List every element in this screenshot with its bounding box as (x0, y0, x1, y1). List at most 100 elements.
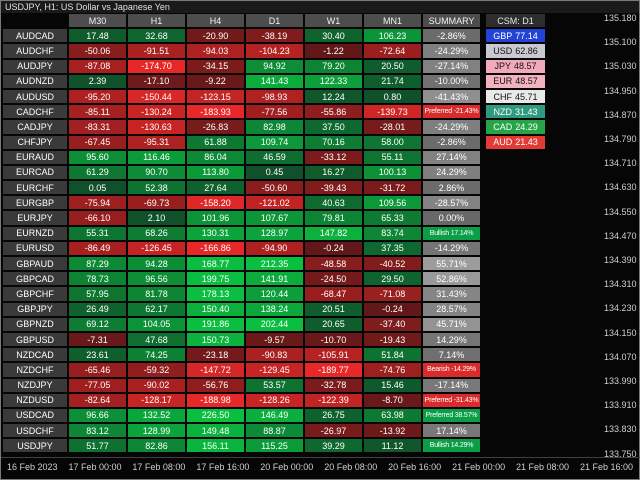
value-cell: -105.91 (305, 348, 362, 362)
summary-cell: Bullish 14.29% (423, 439, 480, 453)
csm-currency-code: CHF (493, 91, 512, 102)
pair-cell-audchf[interactable]: AUDCHF (3, 44, 67, 58)
pair-cell-gbpjpy[interactable]: GBPJPY (3, 302, 67, 316)
value-cell: 20.51 (305, 302, 362, 316)
summary-cell: -2.86% (423, 135, 480, 149)
pair-cell-usdcad[interactable]: USDCAD (3, 408, 67, 423)
value-cell: -26.83 (187, 120, 244, 134)
pair-cell-nzdjpy[interactable]: NZDJPY (3, 378, 67, 392)
value-cell: 74.25 (128, 348, 185, 362)
table-row: NZDUSD -82.64 -128.17 -188.98 -128.26 -122.39… (3, 393, 482, 409)
table-row: GBPAUD 87.29 94.28 168.77 212.35 -48.58 -40.52… (3, 257, 482, 272)
time-axis-label: 20 Feb 16:00 (388, 462, 442, 472)
value-cell: -91.51 (128, 44, 185, 58)
pair-cell-cadjpy[interactable]: CADJPY (3, 120, 67, 134)
pair-cell-audcad[interactable]: AUDCAD (3, 29, 67, 43)
value-cell: -85.11 (69, 105, 126, 119)
csm-item-gbp: GBP 77.14 (486, 29, 545, 43)
pair-cell-euraud[interactable]: EURAUD (3, 150, 67, 164)
pair-cell-usdchf[interactable]: USDCHF (3, 424, 67, 438)
value-cell: 138.24 (246, 302, 303, 316)
time-axis-label: 20 Feb 00:00 (260, 462, 314, 472)
value-cell: 55.31 (69, 226, 126, 240)
table-row: CADCHF -85.11 -130.24 -183.93 -77.56 -55.86 -1… (3, 105, 482, 120)
column-header-d1[interactable]: D1 (246, 14, 303, 28)
value-cell: -0.24 (364, 302, 421, 316)
pair-cell-eurjpy[interactable]: EURJPY (3, 211, 67, 225)
pair-cell-gbpchf[interactable]: GBPCHF (3, 287, 67, 301)
summary-cell: 27.14% (423, 150, 480, 164)
pair-cell-cadchf[interactable]: CADCHF (3, 105, 67, 119)
column-header-w1[interactable]: W1 (305, 14, 362, 28)
summary-cell: -17.14% (423, 378, 480, 392)
value-cell: -94.03 (187, 44, 244, 58)
pair-cell-chfjpy[interactable]: CHFJPY (3, 135, 67, 149)
value-cell: -158.20 (187, 196, 244, 210)
value-cell: 95.60 (69, 150, 126, 164)
pair-cell-audjpy[interactable]: AUDJPY (3, 59, 67, 73)
csm-currency-value: 24.29 (515, 121, 538, 132)
table-row: GBPCAD 78.73 96.56 199.75 141.91 -24.50 29.50 5… (3, 272, 482, 287)
column-header-summary[interactable]: SUMMARY (423, 14, 480, 28)
time-axis-label: 21 Feb 16:00 (579, 462, 633, 472)
price-scale-label: 134.630 (604, 182, 637, 193)
value-cell: -26.97 (305, 424, 362, 438)
value-cell: 61.88 (187, 135, 244, 149)
value-cell: 16.27 (305, 165, 362, 180)
value-cell: -28.01 (364, 120, 421, 134)
column-header-m30[interactable]: M30 (69, 14, 126, 28)
value-cell: 116.46 (128, 150, 185, 164)
value-cell: -10.70 (305, 332, 362, 347)
value-cell: 55.11 (364, 150, 421, 164)
pair-cell-eurusd[interactable]: EURUSD (3, 241, 67, 255)
pair-cell-eurnzd[interactable]: EURNZD (3, 226, 67, 240)
table-row: USDJPY 51.77 82.86 156.11 115.25 39.29 11.12 Bu… (3, 439, 482, 454)
pair-cell-gbpnzd[interactable]: GBPNZD (3, 317, 67, 331)
pair-cell-nzdcad[interactable]: NZDCAD (3, 348, 67, 362)
price-scale-label: 134.550 (604, 206, 637, 217)
value-cell: 82.98 (246, 120, 303, 134)
pair-cell-gbpusd[interactable]: GBPUSD (3, 332, 67, 347)
value-cell: -139.73 (364, 105, 421, 119)
value-cell: 81.78 (128, 287, 185, 301)
pair-cell-usdjpy[interactable]: USDJPY (3, 439, 67, 453)
csm-item-usd: USD 62.86 (486, 44, 545, 58)
value-cell: 146.49 (246, 408, 303, 423)
table-row: AUDJPY -87.08 -174.70 -34.15 94.92 79.20 20.50… (3, 59, 482, 75)
csm-item-cad: CAD 24.29 (486, 120, 545, 134)
pair-cell-gbpaud[interactable]: GBPAUD (3, 257, 67, 271)
pair-cell-audnzd[interactable]: AUDNZD (3, 74, 67, 88)
pair-cell-eurchf[interactable]: EURCHF (3, 181, 67, 195)
value-cell: -189.77 (305, 363, 362, 377)
table-row: AUDUSD -95.20 -150.44 -123.15 -98.93 12.24 0.8… (3, 89, 482, 105)
summary-cell: Bearish -14.29% (423, 363, 480, 377)
value-cell: 132.52 (128, 408, 185, 423)
value-cell: 79.20 (305, 59, 362, 73)
time-axis-label: 17 Feb 00:00 (68, 462, 122, 472)
csm-currency-value: 48.57 (513, 61, 537, 72)
column-header-h1[interactable]: H1 (128, 14, 185, 28)
pair-cell-nzdusd[interactable]: NZDUSD (3, 393, 67, 407)
price-scale-label: 134.470 (604, 230, 637, 241)
value-cell: -147.72 (187, 363, 244, 377)
pair-cell-nzdchf[interactable]: NZDCHF (3, 363, 67, 377)
pair-cell-eurcad[interactable]: EURCAD (3, 165, 67, 180)
column-header-h4[interactable]: H4 (187, 14, 244, 28)
pair-cell-audusd[interactable]: AUDUSD (3, 89, 67, 104)
summary-cell: 17.14% (423, 424, 480, 438)
column-header-mn1[interactable]: MN1 (364, 14, 421, 28)
value-cell: 0.05 (69, 181, 126, 195)
currency-matrix: M30 H1 H4 D1 W1 MN1 SUMMARY AUDCAD 17.48 32.68 -2… (3, 14, 482, 454)
pair-cell-eurgbp[interactable]: EURGBP (3, 196, 67, 210)
value-cell: -90.02 (128, 378, 185, 392)
value-cell: -174.70 (128, 59, 185, 73)
pair-cell-gbpcad[interactable]: GBPCAD (3, 272, 67, 286)
csm-currency-code: JPY (494, 61, 511, 72)
value-cell: 147.82 (305, 226, 362, 240)
value-cell: -82.64 (69, 393, 126, 407)
csm-currency-value: 48.57 (515, 76, 538, 87)
value-cell: 199.75 (187, 272, 244, 286)
chart-title: USDJPY, H1: US Dollar vs Japanese Yen (1, 1, 639, 13)
value-cell: -13.92 (364, 424, 421, 438)
value-cell: 88.87 (246, 424, 303, 438)
